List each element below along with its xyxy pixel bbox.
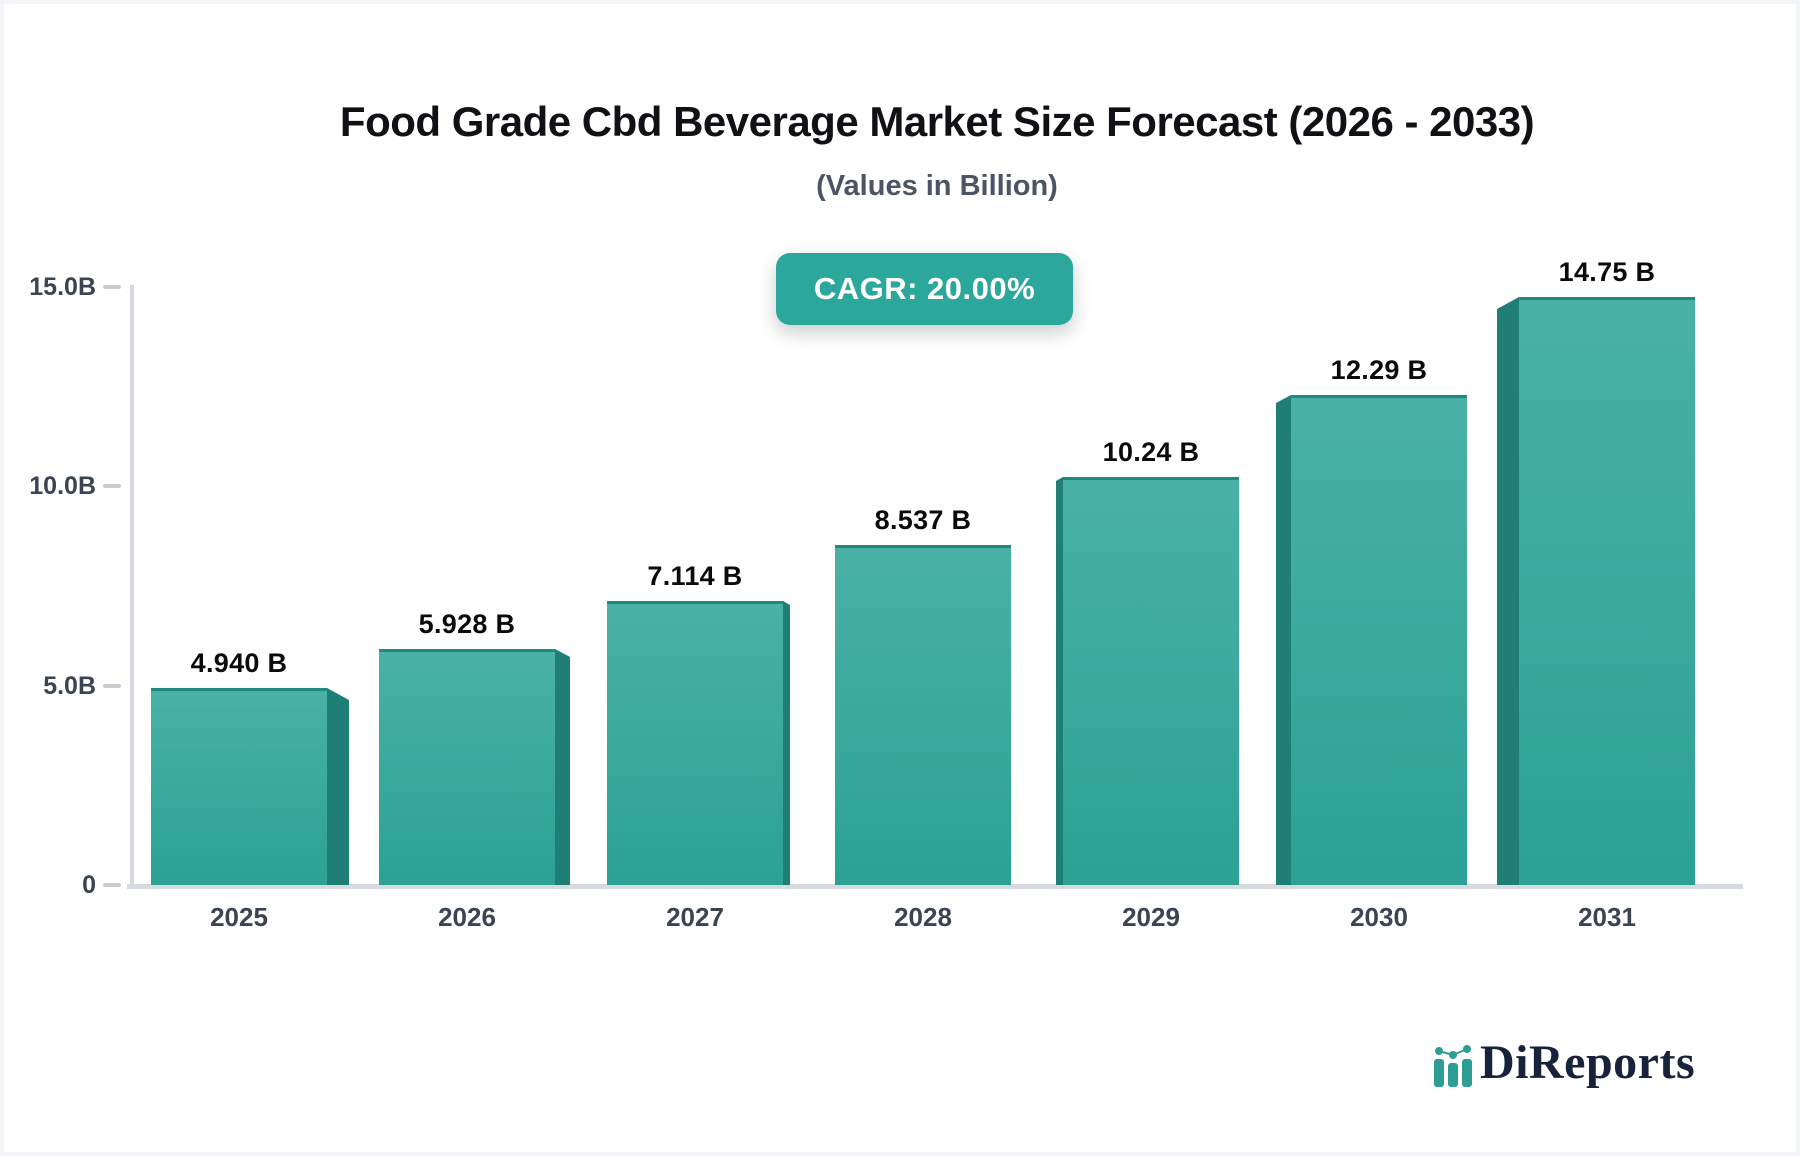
x-tick-label-2026: 2026 xyxy=(438,902,496,932)
y-tick-label-5.0B: 5.0B xyxy=(43,671,96,700)
x-tick-label-2030: 2030 xyxy=(1350,902,1408,932)
mini-bar-line-chart-icon xyxy=(1434,1045,1472,1087)
x-tick-label-2029: 2029 xyxy=(1122,902,1180,932)
bar-value-label-2027: 7.114 B xyxy=(647,561,743,591)
brand-logo-text: DiReports xyxy=(1480,1036,1696,1089)
bar-2029[interactable] xyxy=(1063,477,1239,885)
x-tick-label-2028: 2028 xyxy=(894,902,952,932)
bar-2031[interactable] xyxy=(1519,297,1695,885)
bar-value-label-2031: 14.75 B xyxy=(1558,257,1656,287)
bar-value-label-2028: 8.537 B xyxy=(874,505,972,535)
chart-subtitle: (Values in Billion) xyxy=(816,170,1058,202)
bar-2027[interactable] xyxy=(607,601,783,885)
bar-value-label-2026: 5.928 B xyxy=(418,609,516,639)
y-tick-label-15.0B: 15.0B xyxy=(29,273,96,301)
x-axis-baseline xyxy=(127,884,1743,889)
x-tick-label-2031: 2031 xyxy=(1578,902,1636,932)
bar-side-2031 xyxy=(1497,297,1519,885)
brand-logo: DiReports xyxy=(1434,1038,1695,1088)
bar-side-2027 xyxy=(783,601,790,885)
bar-value-label-2025: 4.940 B xyxy=(190,648,288,678)
bar-side-2030 xyxy=(1276,395,1291,885)
bar-side-2025 xyxy=(327,688,349,885)
chart-title: Food Grade Cbd Beverage Market Size Fore… xyxy=(339,98,1535,145)
cagr-badge: CAGR: 20.00% xyxy=(776,253,1073,325)
y-tick-label-10.0B: 10.0B xyxy=(29,472,96,501)
y-axis-line xyxy=(130,285,134,888)
x-tick-label-2025: 2025 xyxy=(210,902,268,932)
bar-2025[interactable] xyxy=(151,688,327,885)
y-tick-mark xyxy=(103,883,121,887)
bar-2026[interactable] xyxy=(379,649,555,885)
bar-2028[interactable] xyxy=(835,545,1011,885)
bar-side-2026 xyxy=(555,649,570,885)
y-tick-mark xyxy=(103,285,121,289)
y-tick-mark xyxy=(103,683,121,688)
bar-value-label-2029: 10.24 B xyxy=(1102,437,1200,467)
bar-side-2029 xyxy=(1056,477,1063,885)
y-tick-mark xyxy=(103,484,121,489)
y-tick-label-0: 0 xyxy=(82,871,96,899)
bar-value-label-2030: 12.29 B xyxy=(1330,355,1428,385)
bar-2030[interactable] xyxy=(1291,395,1467,885)
x-tick-label-2027: 2027 xyxy=(666,902,724,932)
